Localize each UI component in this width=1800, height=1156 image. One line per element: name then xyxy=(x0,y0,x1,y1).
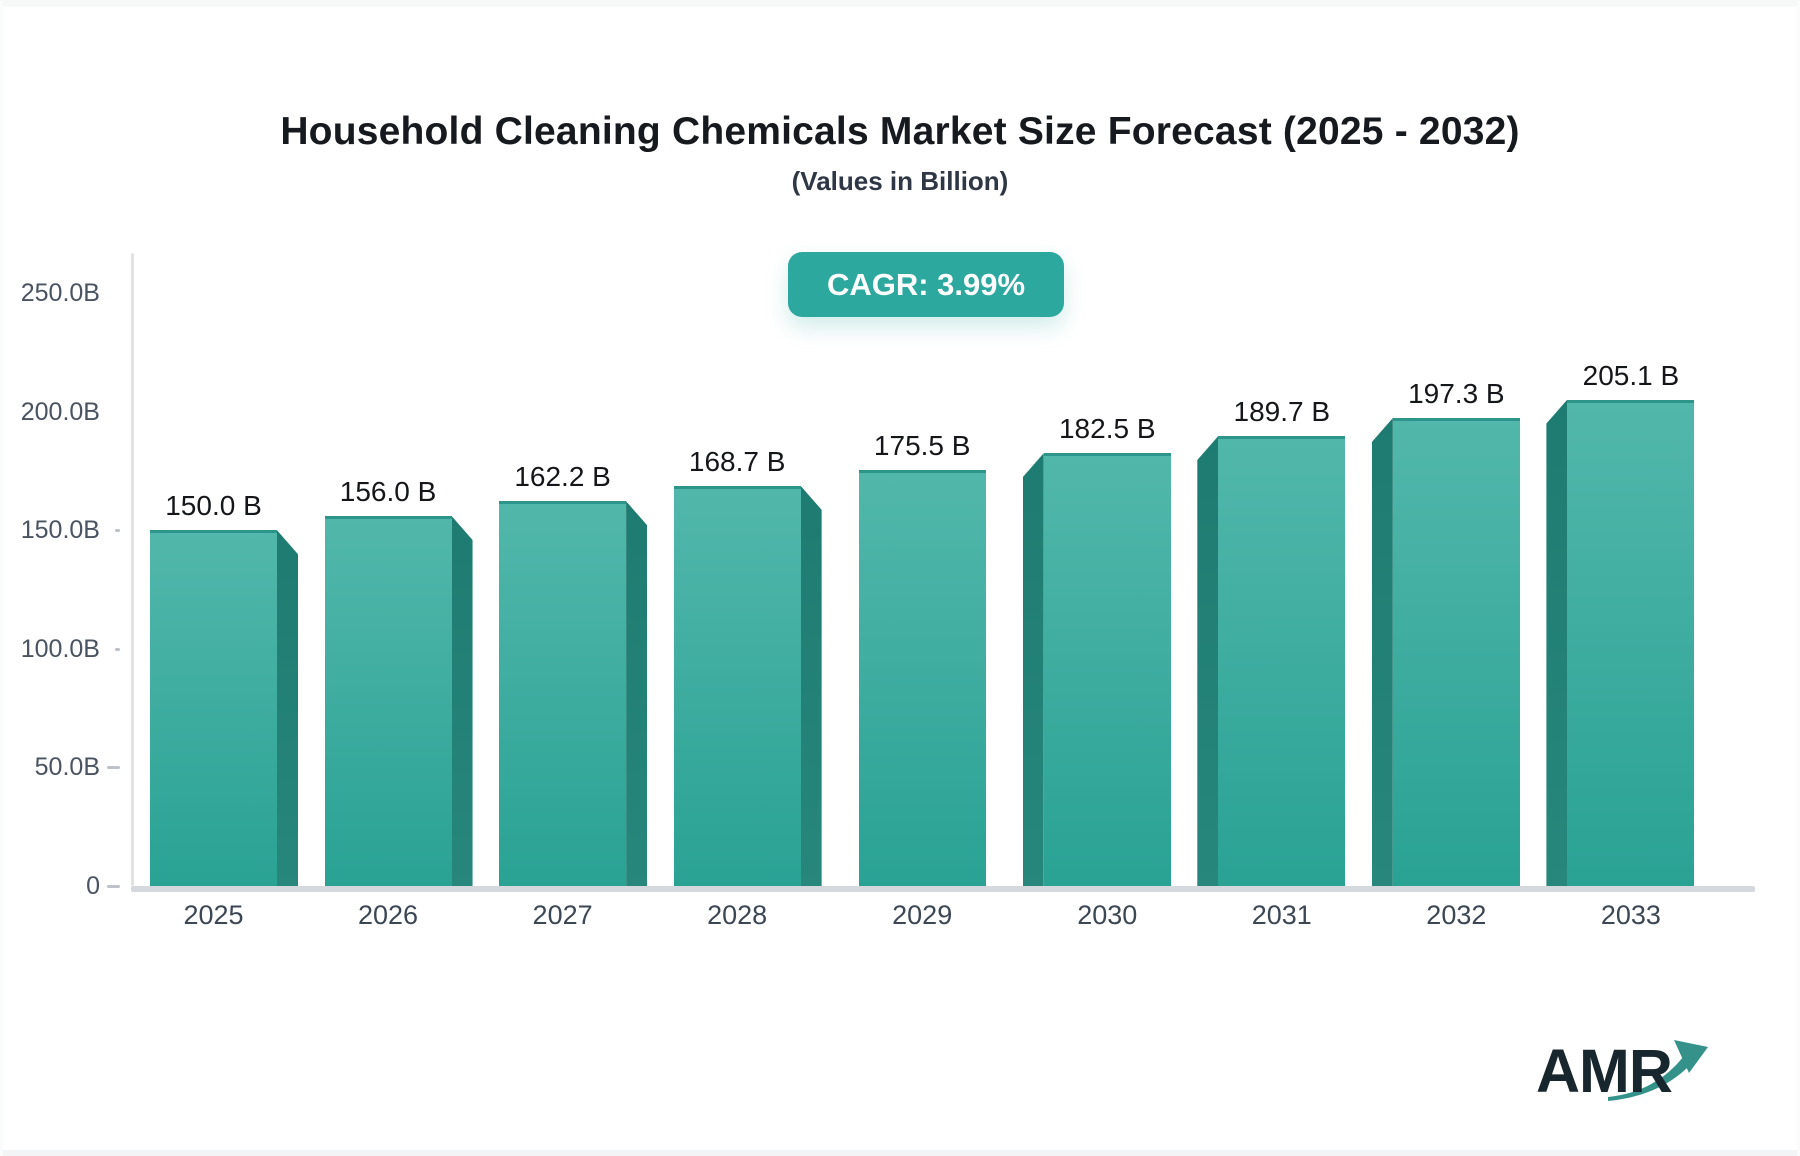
bar-2033[interactable] xyxy=(1567,399,1695,886)
bar-2025-side xyxy=(277,530,298,886)
growth-arrow-icon xyxy=(1608,1040,1708,1101)
x-axis-baseline xyxy=(131,886,1755,892)
cagr-badge: CAGR: 3.99% xyxy=(788,252,1064,317)
y-axis-label: 250.0B xyxy=(20,279,100,307)
bar-2026[interactable] xyxy=(324,515,452,886)
y-axis-line xyxy=(131,253,134,886)
bar-value-label: 168.7 B xyxy=(688,445,786,477)
x-axis-label: 2029 xyxy=(892,900,953,930)
bar-2028-side xyxy=(800,485,822,886)
bar-2027-side xyxy=(626,501,648,886)
bar-2025[interactable] xyxy=(150,530,277,886)
page-border-left xyxy=(0,0,3,1156)
y-axis-label: 50.0B xyxy=(34,753,100,782)
x-axis-label: 2027 xyxy=(532,900,593,930)
y-axis-label: 100.0B xyxy=(20,634,100,663)
bar-2027[interactable] xyxy=(499,501,627,886)
bar-value-label: 150.0 B xyxy=(165,490,262,522)
bar-2029[interactable] xyxy=(858,469,986,886)
bar-value-label: 197.3 B xyxy=(1408,378,1505,409)
x-axis-label: 2032 xyxy=(1426,900,1487,930)
page-border-bottom xyxy=(0,1150,1800,1156)
y-axis-tick xyxy=(107,766,120,770)
bar-value-label: 205.1 B xyxy=(1582,359,1680,391)
page-border-top xyxy=(0,0,1800,7)
chart-title: Household Cleaning Chemicals Market Size… xyxy=(280,110,1520,153)
bar-2030-side xyxy=(1022,453,1044,886)
x-axis-label: 2025 xyxy=(183,900,244,930)
y-axis-tick xyxy=(107,885,120,888)
x-axis-label: 2031 xyxy=(1251,900,1312,930)
bar-value-label: 182.5 B xyxy=(1058,413,1156,445)
y-axis-label: 150.0B xyxy=(20,516,100,545)
bar-2031-side xyxy=(1197,436,1219,886)
bar-2033-side xyxy=(1546,399,1568,886)
bar-value-label: 189.7 B xyxy=(1233,396,1331,428)
amr-logo-text: AMR xyxy=(1536,1037,1673,1105)
x-axis-label: 2033 xyxy=(1600,900,1661,930)
bar-2031[interactable] xyxy=(1218,436,1346,886)
x-axis-label: 2026 xyxy=(358,900,419,930)
bar-2028[interactable] xyxy=(673,485,801,886)
chart-subtitle: (Values in Billion) xyxy=(791,166,1009,196)
y-axis-label: 0 xyxy=(86,872,100,900)
bar-value-label: 156.0 B xyxy=(339,475,437,507)
y-axis-label: 200.0B xyxy=(20,397,100,426)
bar-2032-side xyxy=(1371,418,1393,886)
y-axis-tick xyxy=(115,529,120,533)
x-axis-label: 2028 xyxy=(707,900,768,930)
page-border-right xyxy=(1797,0,1800,1156)
bar-2026-side xyxy=(451,515,473,886)
x-axis-label: 2030 xyxy=(1077,900,1138,930)
bar-value-label: 162.2 B xyxy=(514,461,611,493)
y-axis-tick xyxy=(115,647,120,651)
bar-2030[interactable] xyxy=(1043,453,1171,886)
bar-value-label: 175.5 B xyxy=(873,429,971,461)
bar-2032[interactable] xyxy=(1392,418,1520,886)
